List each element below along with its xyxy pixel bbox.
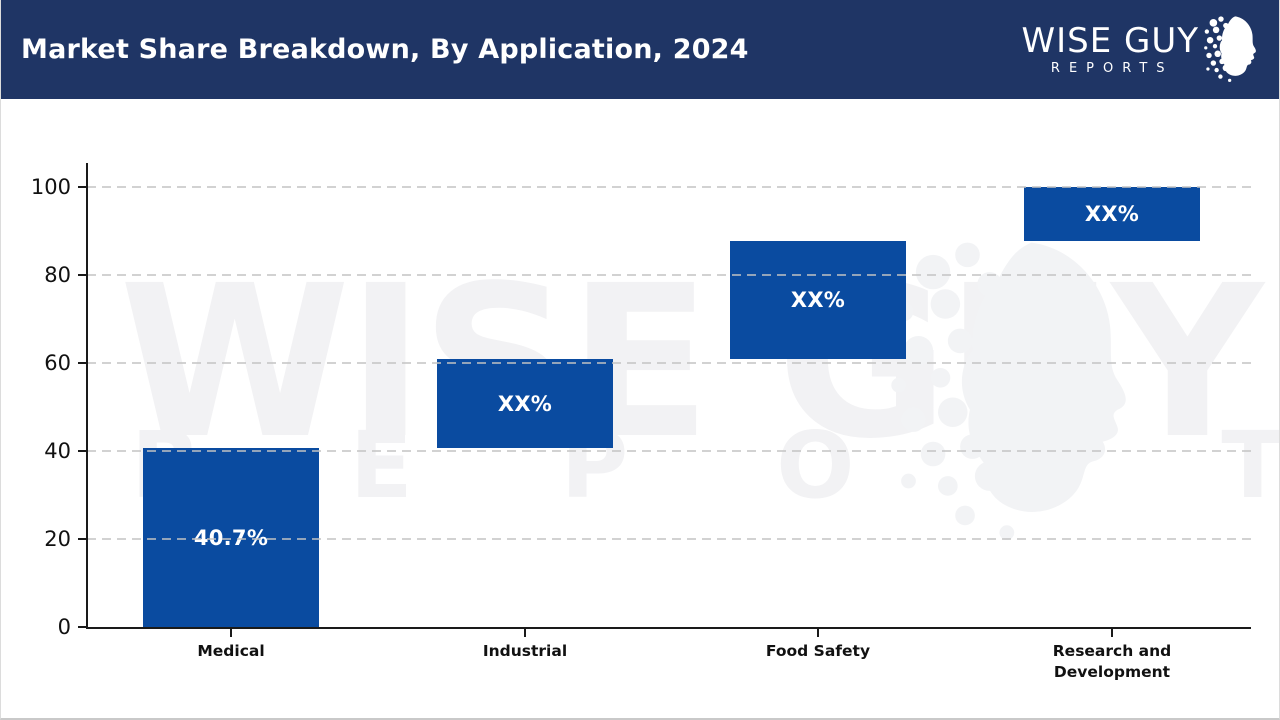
y-tick-label: 40 <box>44 439 71 463</box>
watermark-face <box>891 242 1126 541</box>
bar-research-development: XX% <box>1024 187 1200 241</box>
y-tick-40 <box>78 450 86 452</box>
chart-title: Market Share Breakdown, By Application, … <box>21 34 749 65</box>
y-tick-label: 80 <box>44 263 71 287</box>
gridline-60 <box>87 362 1251 364</box>
x-label-food-safety: Food Safety <box>765 642 871 660</box>
y-tick-100 <box>78 186 86 188</box>
y-tick-label: 60 <box>44 351 71 375</box>
bar-value-label: XX% <box>790 288 846 312</box>
header-bar: Market Share Breakdown, By Application, … <box>1 0 1279 99</box>
x-tick-medical <box>230 629 232 637</box>
gridline-100 <box>87 186 1251 188</box>
x-label-medical: Medical <box>197 642 265 660</box>
bar-medical: 40.7% <box>143 448 319 627</box>
y-tick-60 <box>78 362 86 364</box>
bar-value-label: XX% <box>1084 202 1140 226</box>
y-tick-label: 20 <box>44 527 71 551</box>
logo-face-icon <box>1204 15 1256 82</box>
gridline-80 <box>87 274 1251 276</box>
x-label-research-development: Research and Development <box>1052 642 1172 681</box>
y-tick-80 <box>78 274 86 276</box>
y-tick-label: 100 <box>30 175 71 199</box>
x-tick-research-development <box>1111 629 1113 637</box>
logo-text: WISE GUY REPORTS <box>1021 24 1199 75</box>
logo-wordmark: WISE GUY <box>1021 21 1199 61</box>
x-label-industrial: Industrial <box>482 642 568 660</box>
logo-subtitle: REPORTS <box>1050 61 1174 76</box>
bar-value-label: XX% <box>497 391 553 416</box>
y-tick-0 <box>78 626 86 628</box>
y-tick-20 <box>78 538 86 540</box>
y-tick-label: 0 <box>57 615 71 639</box>
y-axis-line <box>86 163 88 629</box>
bar-industrial: XX% <box>437 359 613 448</box>
x-tick-food-safety <box>817 629 819 637</box>
x-tick-industrial <box>524 629 526 637</box>
bar-food-safety: XX% <box>730 241 906 359</box>
gridline-20 <box>87 538 1251 540</box>
wise-guy-reports-logo: WISE GUY REPORTS <box>1021 12 1279 88</box>
bar-value-label: 40.7% <box>193 525 269 550</box>
x-axis-line <box>86 627 1251 629</box>
gridline-40 <box>87 450 1251 452</box>
